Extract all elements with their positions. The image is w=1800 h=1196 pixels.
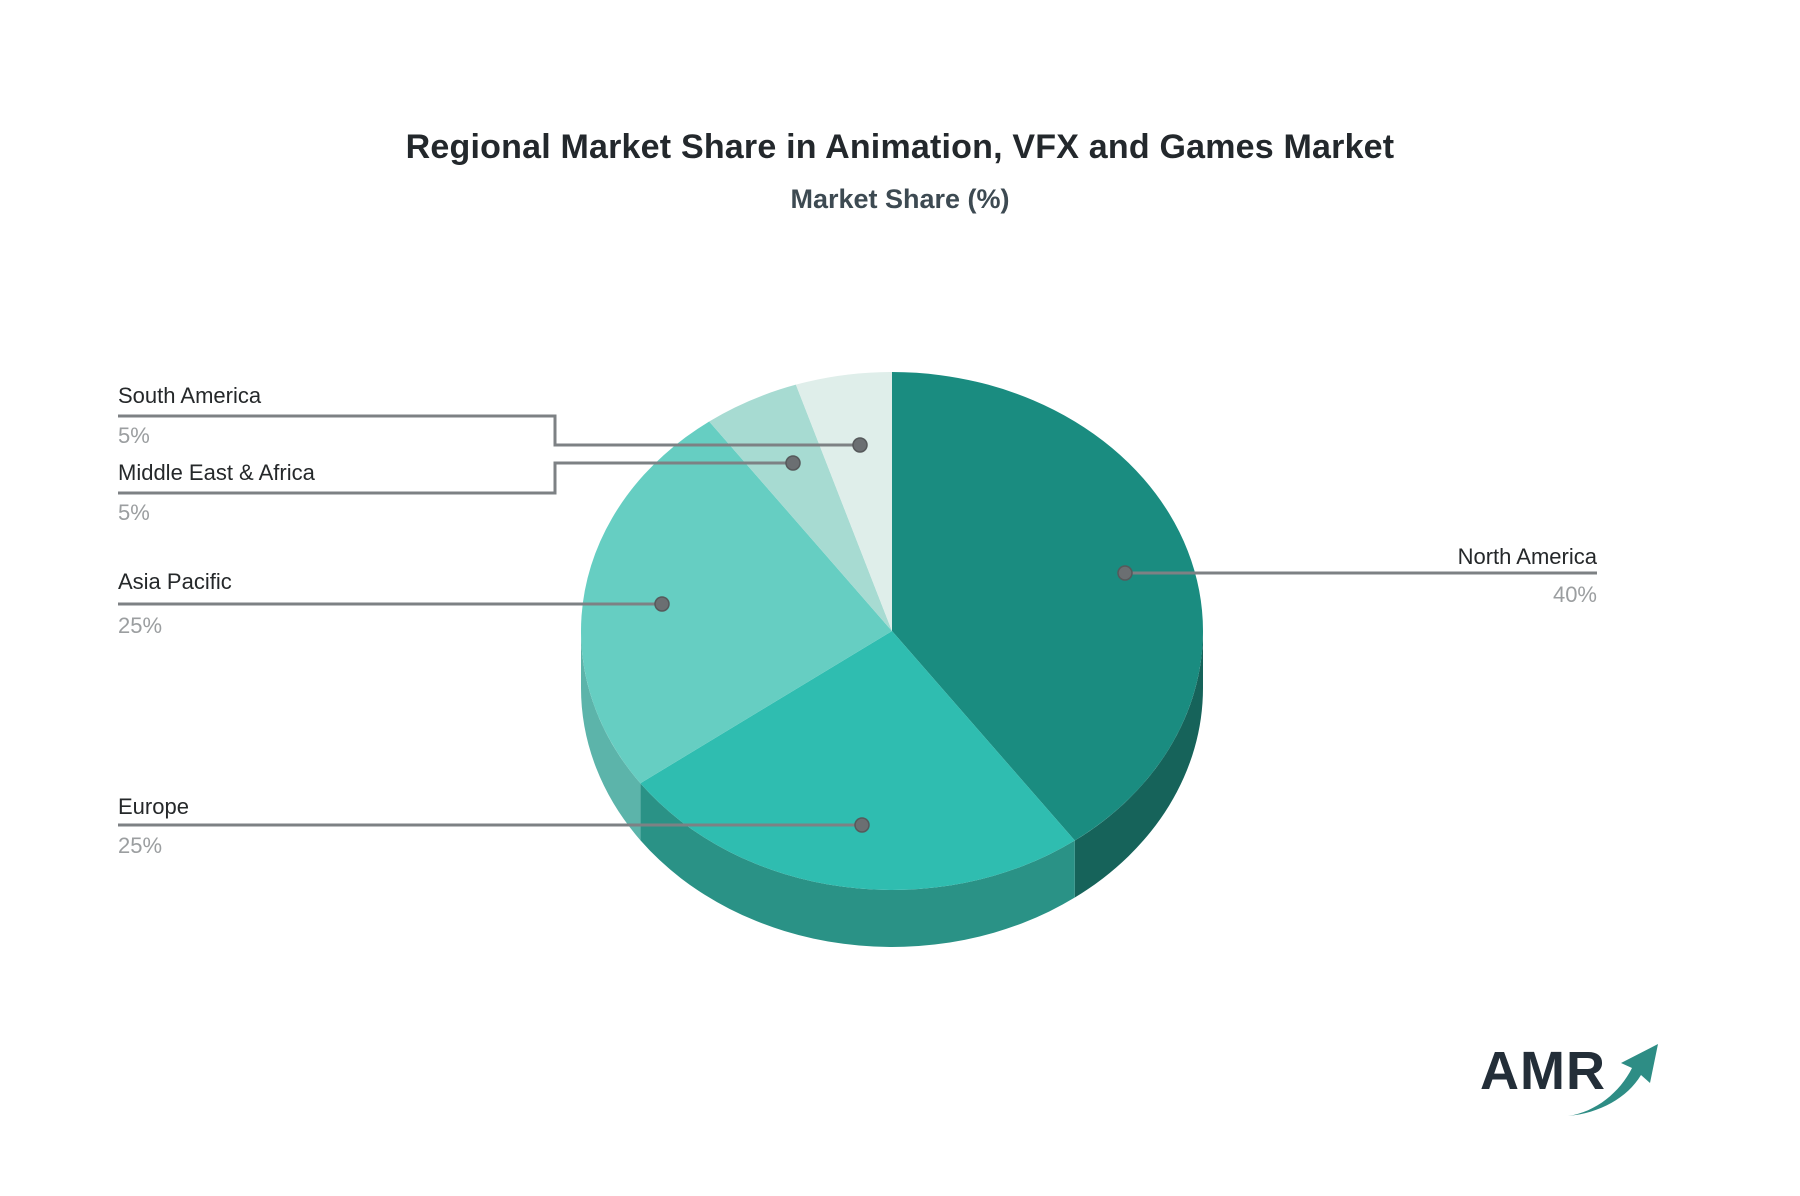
callout-label-europe: Europe <box>118 794 189 819</box>
page-title: Regional Market Share in Animation, VFX … <box>405 128 1395 166</box>
pie-slice-side-europe <box>640 783 1075 947</box>
amr-logo: AMR <box>1452 1032 1672 1122</box>
callout-value-north-america: 40% <box>1552 582 1597 607</box>
callout-label-asia-pacific: Asia Pacific <box>118 569 232 594</box>
callout-value-asia-pacific: 25% <box>118 613 163 638</box>
callout-dot-south-america <box>852 437 868 453</box>
pie-slice-south-america[interactable] <box>795 372 892 631</box>
callout-dot-europe <box>854 817 870 833</box>
callout-label-north-america: North America <box>1457 544 1597 569</box>
growth-arrow-icon <box>1568 1044 1658 1116</box>
pie-slice-asia-pacific[interactable] <box>581 421 892 784</box>
callout-line-middle-east-africa <box>118 461 793 495</box>
callout-label-south-america: South America <box>118 383 262 408</box>
callout-line-south-america <box>118 414 860 447</box>
amr-logo-text: AMR <box>1480 1041 1606 1101</box>
pie-slice-side-asia-pacific <box>581 631 641 841</box>
chart-subtitle: Market Share (%) <box>790 184 1010 214</box>
callout-dot-asia-pacific <box>654 596 670 612</box>
callout-dot-middle-east-africa <box>785 455 801 471</box>
callout-value-europe: 25% <box>118 833 163 858</box>
callout-dot-north-america <box>1117 565 1133 581</box>
callout-label-middle-east-africa: Middle East & Africa <box>118 460 315 485</box>
pie-slice-side-north-america <box>1074 631 1203 898</box>
callout-value-south-america: 5% <box>118 423 150 448</box>
pie-slice-north-america[interactable] <box>892 372 1203 841</box>
callout-value-middle-east-africa: 5% <box>118 500 150 525</box>
